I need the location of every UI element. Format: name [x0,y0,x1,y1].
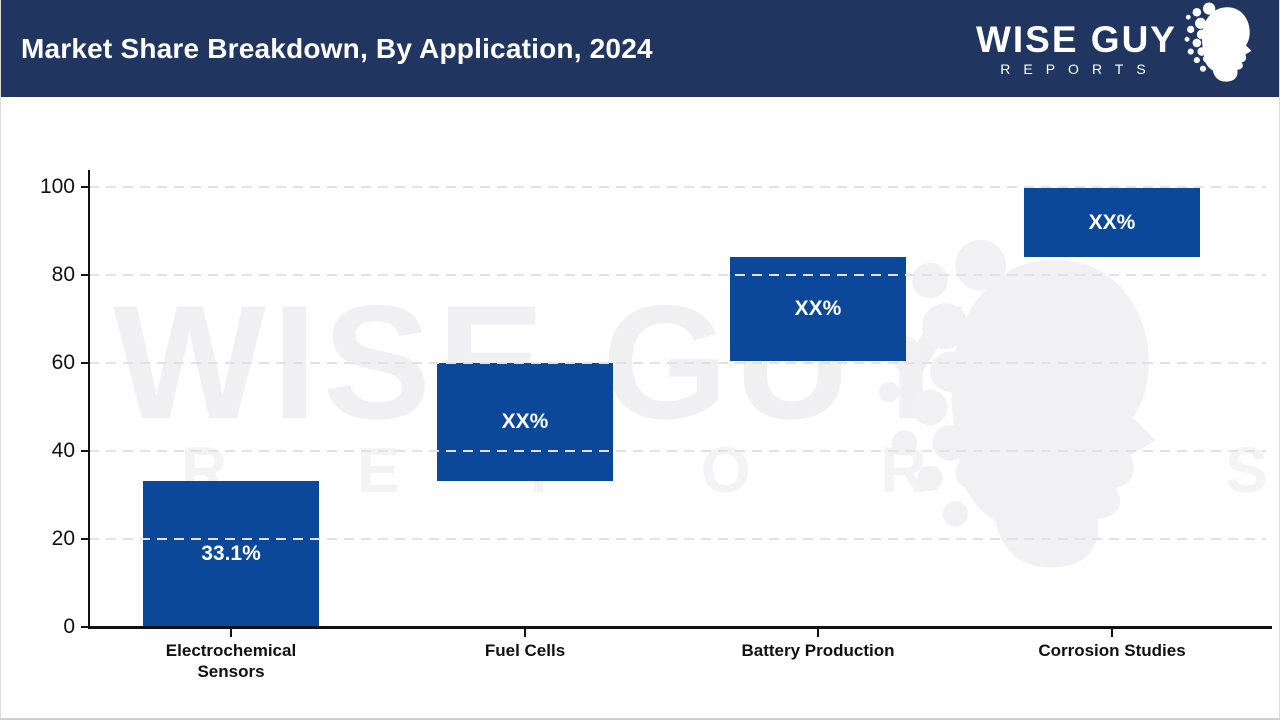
x-axis-tick [230,629,232,637]
watermark-head-icon [869,228,1199,617]
brand-name: WISE GUY [975,18,1177,60]
y-tick-label: 100 [39,175,75,198]
x-category-label: Electrochemical Sensors [165,641,297,682]
page-title: Market Share Breakdown, By Application, … [21,32,653,64]
grid-line [89,538,1266,540]
x-axis-tick [1111,629,1113,637]
y-axis-line [88,170,90,629]
bar-value-label: XX% [501,409,549,433]
grid-line [89,362,1266,364]
y-tick-label: 60 [51,351,75,374]
y-axis-tick [81,362,89,364]
grid-line [89,450,1266,452]
x-category-label: Fuel Cells [484,641,566,660]
dotted-head-icon [1179,0,1265,97]
x-category-label: Corrosion Studies [1038,641,1186,660]
bar[interactable] [143,481,319,627]
bar[interactable] [437,362,613,482]
bar-value-label: XX% [794,297,842,321]
header-bar: Market Share Breakdown, By Application, … [1,0,1279,97]
x-axis-line [88,626,1272,629]
y-axis-tick [81,186,89,188]
bar-value-label: XX% [1088,210,1136,234]
y-tick-label: 0 [63,615,75,638]
x-category-label: Battery Production [741,641,895,660]
bar-value-label: 33.1% [201,542,261,566]
brand-logo-text: WISE GUY REPORTS [976,21,1177,77]
grid-line [89,274,1266,276]
grid-line [89,186,1266,188]
y-axis-tick [81,274,89,276]
y-tick-label: 40 [51,439,75,462]
x-axis-tick [524,629,526,637]
y-axis-tick [81,538,89,540]
y-tick-label: 80 [51,263,75,286]
x-axis-tick [817,629,819,637]
brand-subtitle: REPORTS [1000,60,1159,77]
y-tick-label: 20 [51,527,75,550]
bar[interactable] [1024,187,1200,258]
brand-logo: WISE GUY REPORTS [976,0,1265,97]
y-axis-tick [81,450,89,452]
y-axis-tick [81,626,89,628]
